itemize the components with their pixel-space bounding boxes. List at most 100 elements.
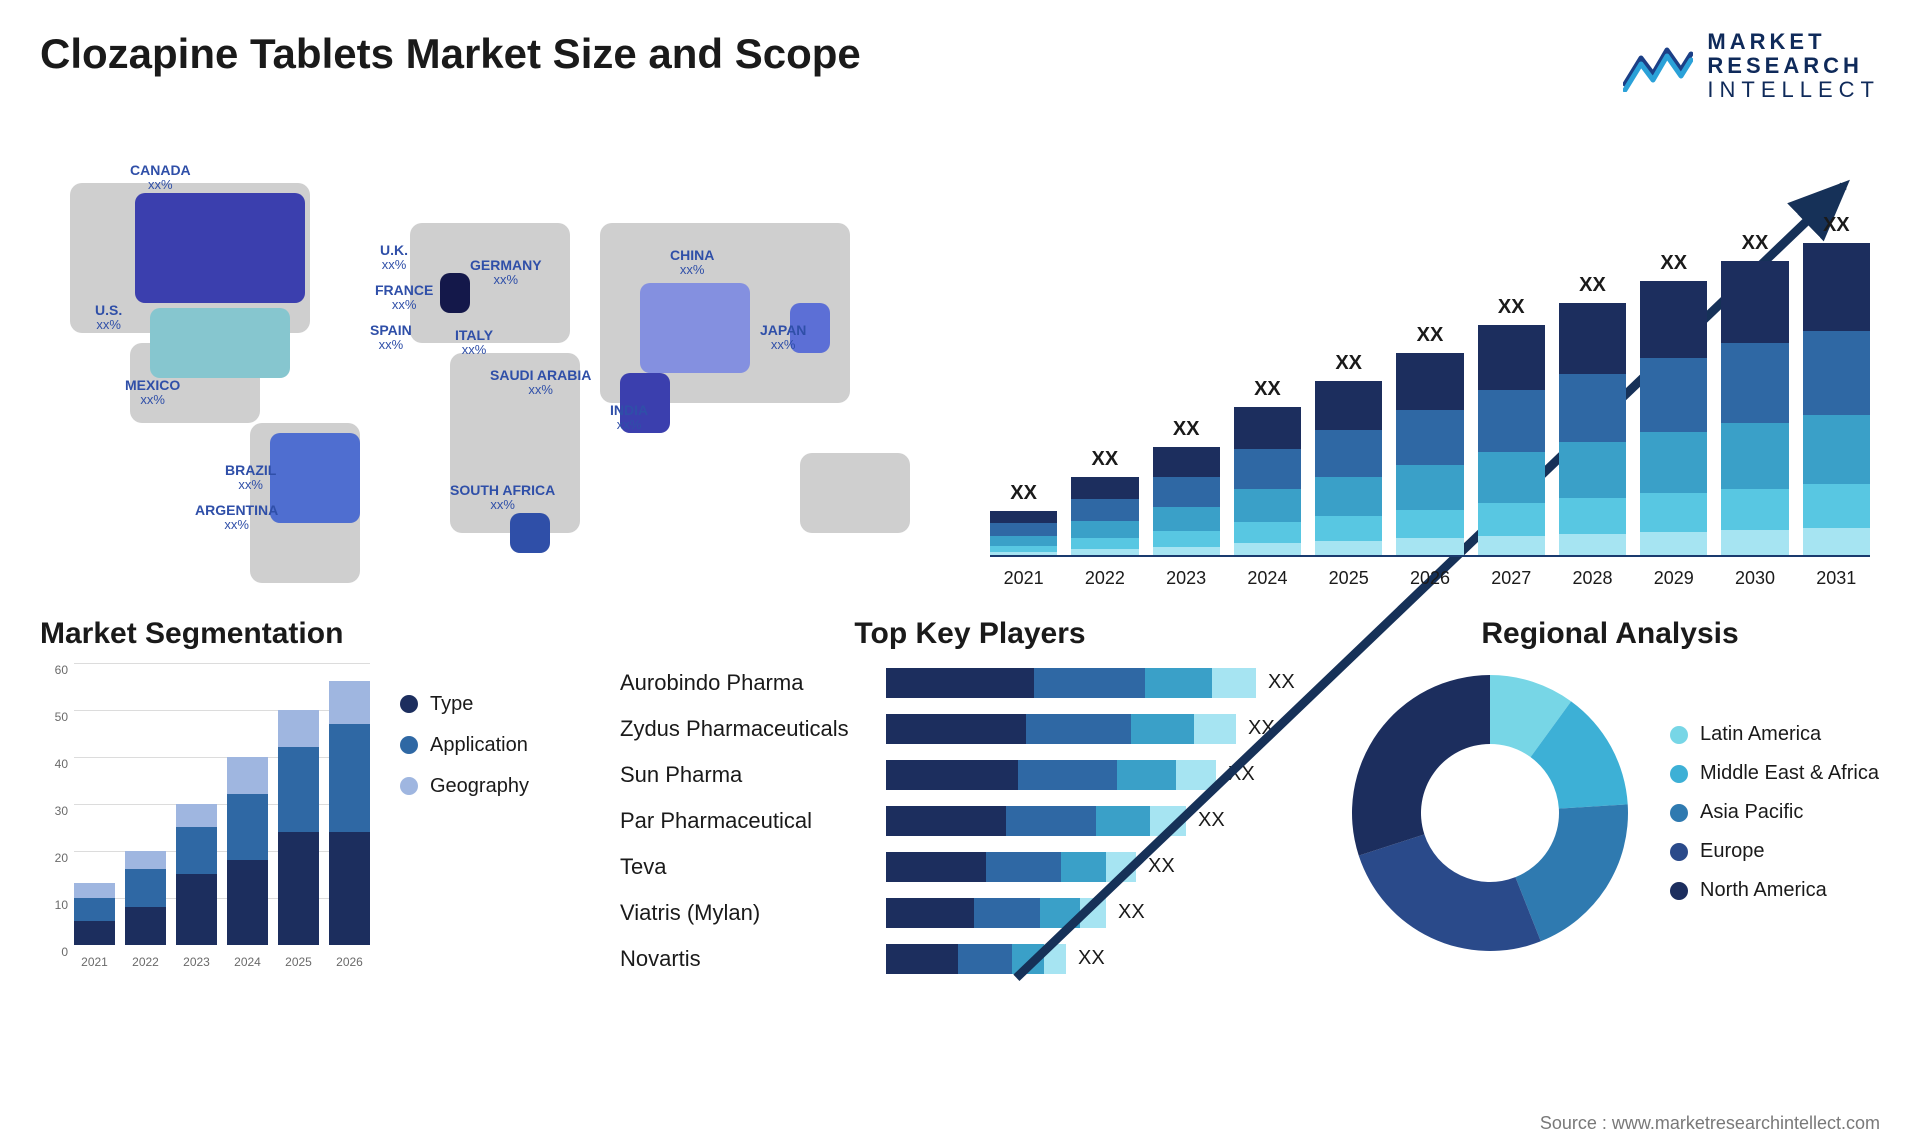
regional-legend-item: Europe [1670,840,1879,863]
keyplayer-value: XX [1148,855,1175,878]
growth-bar-label: XX [1579,274,1606,297]
regional-legend-item: Asia Pacific [1670,801,1879,824]
growth-bar-label: XX [1173,418,1200,441]
seg-ytick: 40 [40,757,68,771]
keyplayer-row: XX [886,801,1320,841]
map-highlight [135,193,305,303]
growth-bar: XX [1478,296,1545,557]
donut-slice [1359,834,1541,951]
growth-year-label: 2022 [1071,568,1138,589]
regional-legend-item: North America [1670,879,1879,902]
growth-year-label: 2025 [1315,568,1382,589]
seg-ytick: 50 [40,710,68,724]
brand-line1: MARKET [1707,30,1880,54]
keyplayer-label: Teva [620,847,870,887]
growth-bar-label: XX [1335,352,1362,375]
map-highlight [150,308,290,378]
regional-panel: Regional Analysis Latin America Middle Ea… [1340,617,1880,979]
growth-bar: XX [1396,324,1463,557]
growth-bar: XX [1559,274,1626,557]
regional-legend-item: Middle East & Africa [1670,762,1879,785]
keyplayer-label: Sun Pharma [620,755,870,795]
growth-bar-label: XX [1254,378,1281,401]
seg-year-label: 2025 [278,955,319,969]
growth-bar: XX [1640,252,1707,557]
brand-logo: MARKET RESEARCH INTELLECT [1623,30,1880,103]
growth-year-label: 2024 [1234,568,1301,589]
segmentation-panel: Market Segmentation 01020304050602021202… [40,617,600,979]
map-country-label: BRAZILxx% [225,463,276,493]
map-country-label: JAPANxx% [760,323,806,353]
regional-donut [1340,663,1640,963]
keyplayer-row: XX [886,847,1320,887]
growth-bar-label: XX [1010,482,1037,505]
seg-bar [227,757,268,945]
seg-ytick: 30 [40,804,68,818]
seg-year-label: 2026 [329,955,370,969]
growth-year-label: 2029 [1640,568,1707,589]
seg-bar [278,710,319,945]
keyplayers-title: Top Key Players [620,617,1320,651]
keyplayer-label: Par Pharmaceutical [620,801,870,841]
growth-year-label: 2030 [1721,568,1788,589]
keyplayer-value: XX [1198,809,1225,832]
brand-line3: INTELLECT [1707,78,1880,102]
seg-ytick: 0 [40,945,68,959]
growth-year-label: 2026 [1396,568,1463,589]
keyplayer-label: Viatris (Mylan) [620,893,870,933]
keyplayers-chart: XXXXXXXXXXXXXX [886,663,1320,979]
world-map: CANADAxx%U.S.xx%MEXICOxx%BRAZILxx%ARGENT… [40,133,960,593]
growth-bar: XX [1234,378,1301,557]
map-country-label: SPAINxx% [370,323,412,353]
keyplayer-row: XX [886,663,1320,703]
map-country-label: ITALYxx% [455,328,493,358]
keyplayer-value: XX [1078,947,1105,970]
seg-legend-item: Application [400,734,529,757]
map-country-label: INDIAxx% [610,403,648,433]
map-highlight [440,273,470,313]
growth-year-label: 2021 [990,568,1057,589]
segmentation-title: Market Segmentation [40,617,600,651]
regional-legend-item: Latin America [1670,723,1879,746]
regional-title: Regional Analysis [1340,617,1880,651]
keyplayer-label: Aurobindo Pharma [620,663,870,703]
growth-year-label: 2027 [1478,568,1545,589]
growth-bar: XX [1721,232,1788,557]
brand-logo-icon [1623,40,1693,92]
seg-bar [329,681,370,944]
growth-bar: XX [990,482,1057,557]
map-country-label: CANADAxx% [130,163,191,193]
map-land [800,453,910,533]
map-country-label: MEXICOxx% [125,378,180,408]
map-country-label: SAUDI ARABIAxx% [490,368,591,398]
keyplayer-label: Novartis [620,939,870,979]
growth-bar: XX [1803,214,1870,557]
map-country-label: SOUTH AFRICAxx% [450,483,555,513]
growth-bar: XX [1071,448,1138,557]
seg-year-label: 2023 [176,955,217,969]
map-country-label: U.S.xx% [95,303,122,333]
keyplayer-row: XX [886,893,1320,933]
keyplayer-value: XX [1118,901,1145,924]
page-title: Clozapine Tablets Market Size and Scope [40,30,861,78]
segmentation-chart: 0102030405060202120222023202420252026 [40,663,370,969]
growth-year-label: 2023 [1153,568,1220,589]
map-country-label: GERMANYxx% [470,258,542,288]
growth-year-label: 2028 [1559,568,1626,589]
seg-year-label: 2021 [74,955,115,969]
map-country-label: FRANCExx% [375,283,433,313]
map-country-label: CHINAxx% [670,248,714,278]
source-line: Source : www.marketresearchintellect.com [1540,1113,1880,1134]
seg-ytick: 60 [40,663,68,677]
map-country-label: U.K.xx% [380,243,408,273]
regional-legend: Latin America Middle East & Africa Asia Pa… [1670,723,1879,902]
growth-bar-label: XX [1498,296,1525,319]
seg-bar [74,883,115,944]
map-highlight [270,433,360,523]
seg-bar [125,851,166,945]
growth-bar-label: XX [1417,324,1444,347]
growth-bar-label: XX [1660,252,1687,275]
growth-bar-label: XX [1092,448,1119,471]
donut-slice [1352,675,1490,856]
seg-bar [176,804,217,945]
